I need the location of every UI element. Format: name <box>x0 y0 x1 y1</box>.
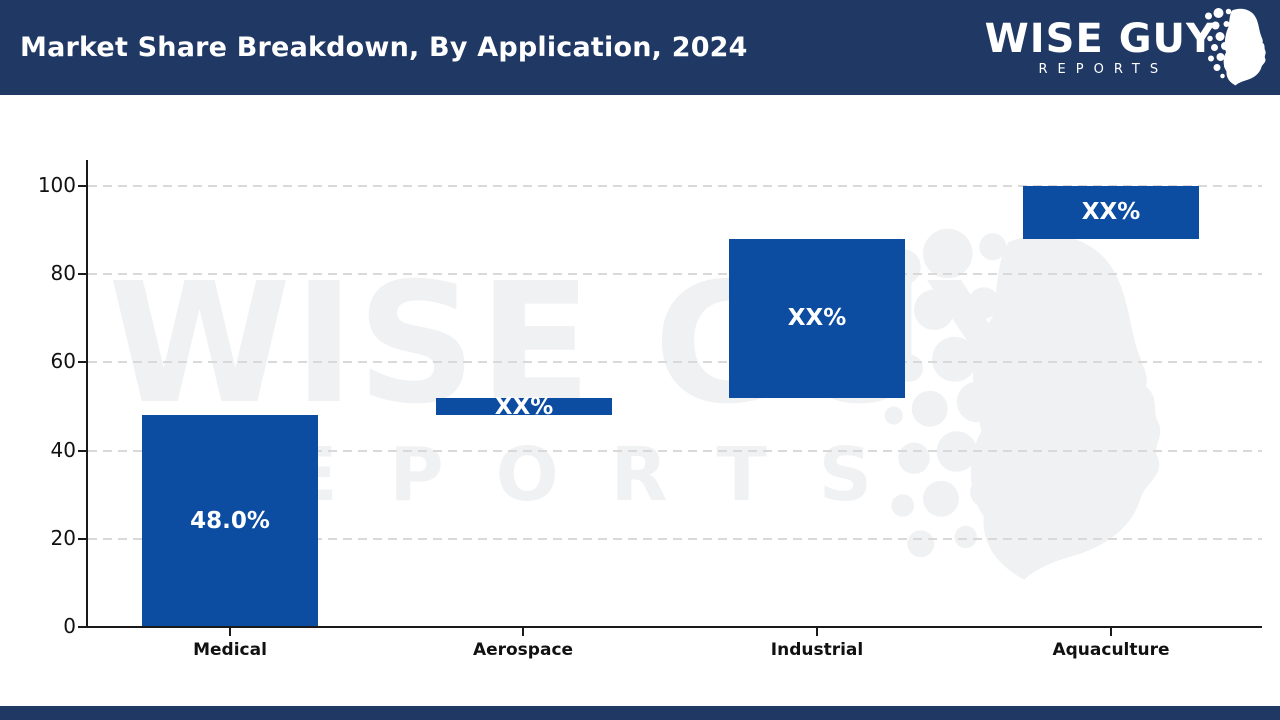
bar-aerospace <box>436 397 612 416</box>
y-tick-mark <box>78 449 87 452</box>
y-tick-label: 40 <box>50 437 76 462</box>
gridline <box>88 185 1262 187</box>
footer-bar <box>0 706 1280 720</box>
x-tick-mark <box>229 628 231 636</box>
brand-logo-line1: WISE GUY <box>984 15 1216 62</box>
bar-aquaculture <box>1023 186 1199 239</box>
bar-medical <box>142 415 318 627</box>
y-axis-line <box>86 160 88 628</box>
x-category-label: Aerospace <box>472 640 574 660</box>
brand-logo-text: WISE GUY REPORTS <box>985 19 1216 77</box>
bar-value-label: XX% <box>787 305 847 332</box>
gridline <box>88 273 1262 276</box>
y-tick-label: 60 <box>50 349 76 374</box>
brand-face-icon <box>1202 6 1268 90</box>
x-tick-mark <box>816 628 818 636</box>
bar-value-label: XX% <box>494 393 554 420</box>
x-category-label: Medical <box>193 640 267 660</box>
x-category-label: Aquaculture <box>1052 640 1170 660</box>
watermark-face-icon <box>872 222 1172 586</box>
y-tick-mark <box>78 273 87 276</box>
gridline <box>88 361 1262 364</box>
brand-logo-line2: REPORTS <box>1038 61 1169 77</box>
header-bar: Market Share Breakdown, By Application, … <box>0 0 1280 95</box>
x-tick-mark <box>1110 628 1112 636</box>
y-tick-mark <box>78 185 87 187</box>
y-tick-mark <box>78 361 87 364</box>
gridline <box>88 449 1262 452</box>
y-tick-label: 100 <box>37 173 76 197</box>
x-category-label: Industrial <box>770 640 864 660</box>
bar-value-label: 48.0% <box>190 508 270 535</box>
bar-value-label: XX% <box>1081 199 1141 226</box>
y-tick-label: 0 <box>63 614 76 638</box>
x-axis-line <box>86 626 1262 628</box>
y-tick-mark <box>78 537 87 540</box>
y-tick-mark <box>78 626 87 628</box>
page-title: Market Share Breakdown, By Application, … <box>20 32 748 63</box>
brand-logo: WISE GUY REPORTS <box>985 6 1268 90</box>
y-tick-label: 20 <box>50 525 76 550</box>
bar-industrial <box>729 238 905 398</box>
y-tick-label: 80 <box>50 261 76 286</box>
x-tick-mark <box>522 628 524 636</box>
gridline <box>88 537 1262 540</box>
